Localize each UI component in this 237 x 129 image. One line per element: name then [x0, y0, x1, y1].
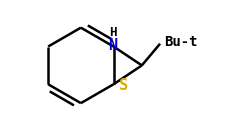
- Text: Bu-t: Bu-t: [164, 35, 197, 49]
- Text: S: S: [119, 78, 128, 93]
- Text: H: H: [109, 26, 116, 39]
- Text: N: N: [108, 38, 117, 53]
